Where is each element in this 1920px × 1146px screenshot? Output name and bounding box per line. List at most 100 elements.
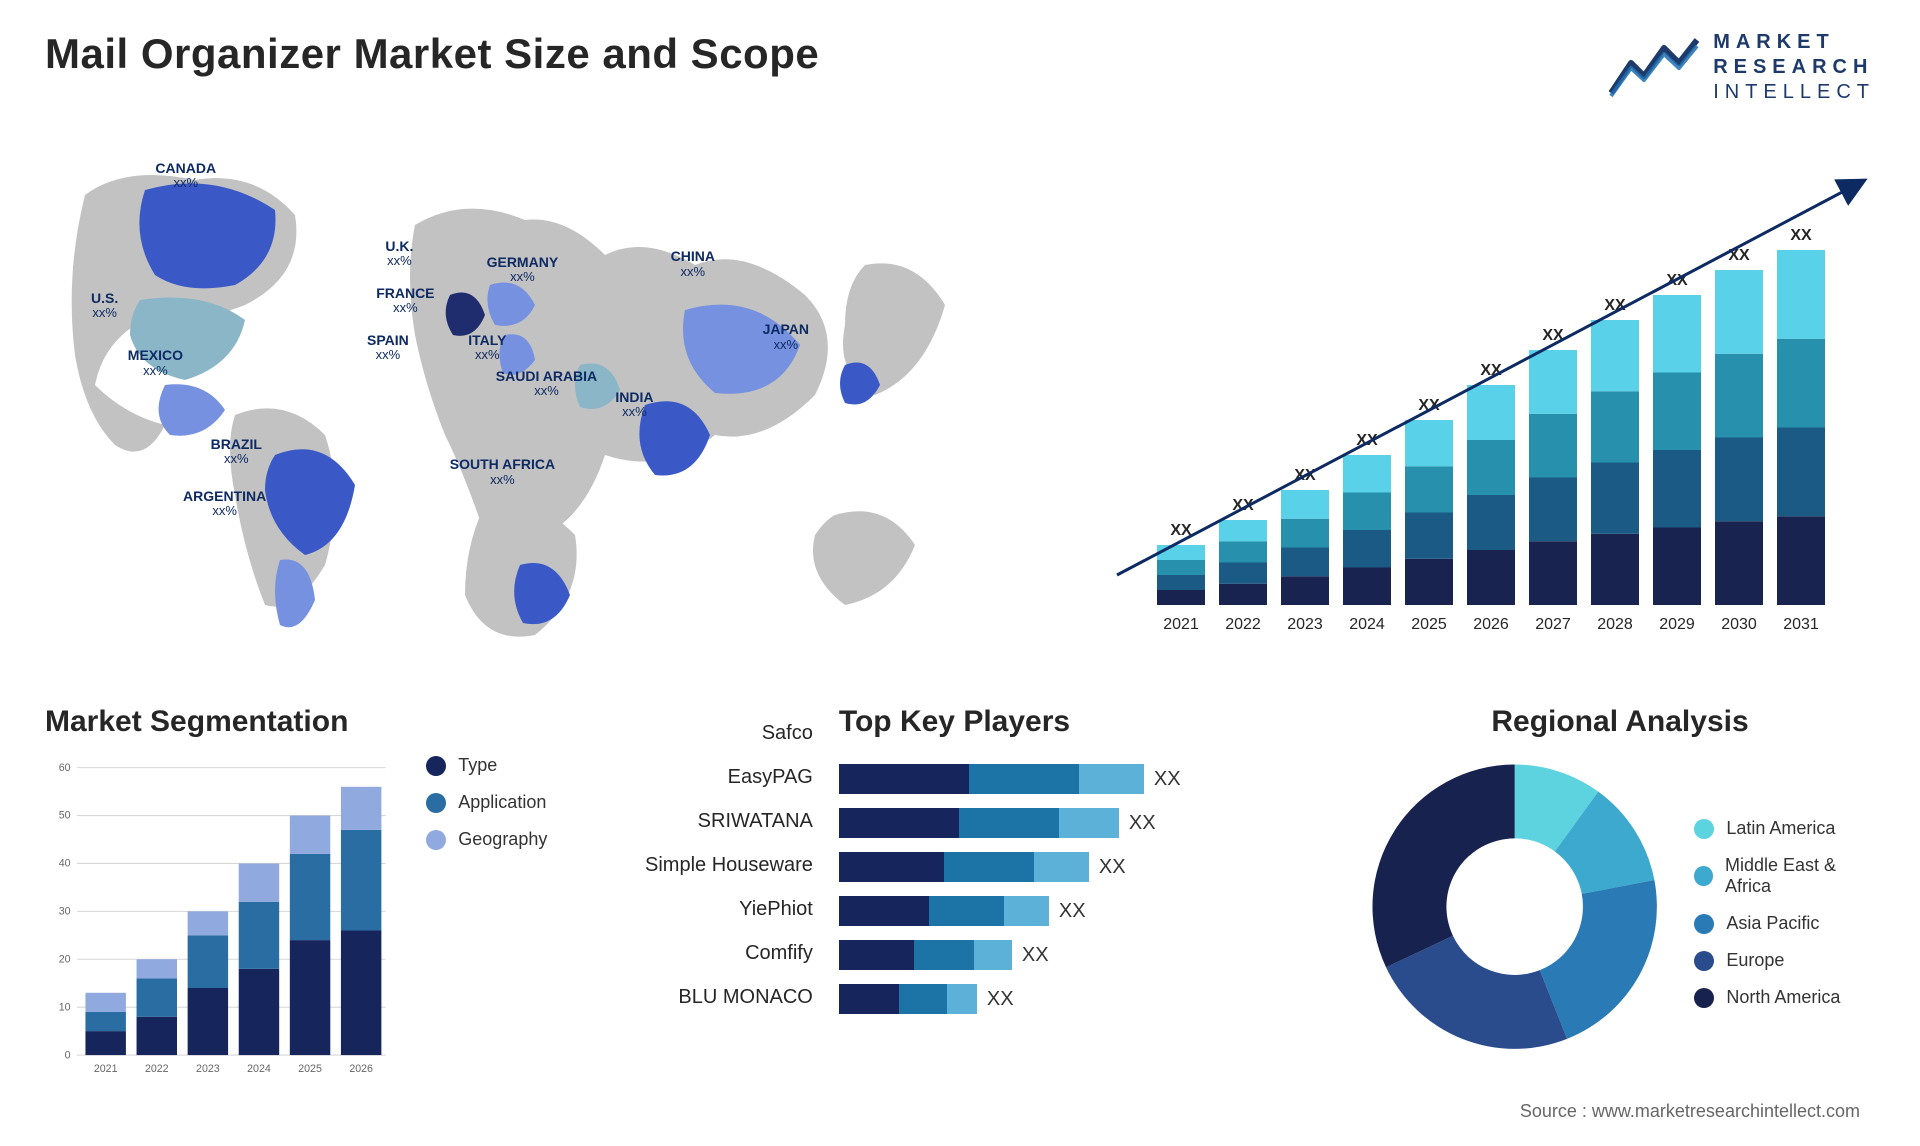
growth-bar-segment (1343, 568, 1391, 606)
seg-bar-segment (188, 911, 228, 935)
seg-bar-segment (341, 787, 381, 830)
legend-item: North America (1694, 987, 1875, 1008)
player-bar-segment (947, 984, 977, 1014)
seg-bar-segment (290, 816, 330, 854)
player-name: Safco (645, 711, 813, 755)
growth-bar-segment (1405, 466, 1453, 512)
player-value-label: XX (1154, 768, 1181, 791)
growth-bar-segment (1405, 559, 1453, 605)
player-name: BLU MONACO (645, 975, 813, 1019)
player-name: Simple Houseware (645, 843, 813, 887)
growth-year-label: 2030 (1721, 616, 1757, 633)
map-label: ITALYxx% (468, 333, 506, 363)
growth-bar-segment (1405, 420, 1453, 466)
seg-bar-segment (341, 830, 381, 931)
map-label: FRANCExx% (376, 286, 434, 316)
growth-year-label: 2031 (1783, 616, 1819, 633)
player-name: EasyPAG (645, 755, 813, 799)
seg-bar-segment (137, 1017, 177, 1055)
map-label: U.S.xx% (91, 291, 118, 321)
key-players-title: Top Key Players (839, 705, 1325, 739)
svg-text:20: 20 (59, 953, 71, 965)
growth-bar-segment (1157, 545, 1205, 560)
growth-bar-segment (1715, 521, 1763, 605)
player-bar-segment (959, 808, 1059, 838)
svg-text:2023: 2023 (196, 1063, 220, 1075)
svg-text:0: 0 (65, 1049, 71, 1061)
segmentation-title: Market Segmentation (45, 705, 396, 739)
growth-year-label: 2029 (1659, 616, 1695, 633)
map-label: SOUTH AFRICAxx% (450, 457, 555, 487)
seg-bar-segment (85, 1012, 125, 1031)
key-players-panel: SafcoEasyPAGSRIWATANASimple HousewareYie… (645, 705, 1325, 1092)
growth-bar-segment (1157, 560, 1205, 575)
growth-bar-segment (1777, 428, 1825, 517)
player-bar-segment (1079, 764, 1144, 794)
growth-bar-segment (1219, 541, 1267, 562)
growth-year-label: 2027 (1535, 616, 1571, 633)
world-map-panel: CANADAxx%U.S.xx%MEXICOxx%BRAZILxx%ARGENT… (45, 135, 965, 655)
growth-year-label: 2022 (1225, 616, 1261, 633)
legend-item: Application (426, 792, 547, 813)
growth-bar-segment (1467, 550, 1515, 605)
player-bar-segment (1004, 896, 1049, 926)
growth-bar-segment (1219, 584, 1267, 605)
map-label: CHINAxx% (671, 249, 715, 279)
seg-bar-segment (239, 969, 279, 1055)
growth-bar-segment (1653, 373, 1701, 451)
growth-bar-segment (1777, 339, 1825, 428)
player-name: YiePhiot (645, 887, 813, 931)
map-label: BRAZILxx% (211, 437, 262, 467)
player-bar-segment (944, 852, 1034, 882)
source-attribution: Source : www.marketresearchintellect.com (1520, 1101, 1860, 1122)
player-bar-row: XX (839, 801, 1325, 845)
seg-bar-segment (85, 1031, 125, 1055)
legend-item: Asia Pacific (1694, 913, 1875, 934)
player-bar-row: XX (839, 757, 1325, 801)
segmentation-panel: Market Segmentation 01020304050602021202… (45, 705, 605, 1092)
growth-year-label: 2021 (1163, 616, 1199, 633)
player-bar-row: XX (839, 933, 1325, 977)
map-label: CANADAxx% (155, 161, 216, 191)
player-bar-segment (839, 896, 929, 926)
map-label: GERMANYxx% (487, 255, 559, 285)
seg-bar-segment (239, 902, 279, 969)
seg-bar-segment (137, 978, 177, 1016)
player-name: SRIWATANA (645, 799, 813, 843)
growth-bar-segment (1591, 534, 1639, 605)
growth-bar-label: XX (1790, 227, 1812, 244)
logo-line3: INTELLECT (1713, 80, 1875, 105)
donut-slice (1372, 764, 1514, 967)
growth-year-label: 2026 (1473, 616, 1509, 633)
growth-bar-segment (1467, 495, 1515, 550)
svg-text:50: 50 (59, 810, 71, 822)
growth-bar-segment (1281, 576, 1329, 605)
growth-bar-segment (1405, 513, 1453, 559)
segmentation-chart: 0102030405060202120222023202420252026 (45, 757, 396, 1087)
seg-bar-segment (239, 863, 279, 901)
seg-bar-segment (188, 988, 228, 1055)
player-bar-segment (914, 940, 974, 970)
player-bar-row: XX (839, 845, 1325, 889)
growth-year-label: 2025 (1411, 616, 1447, 633)
legend-item: Geography (426, 829, 547, 850)
growth-bar-segment (1653, 450, 1701, 528)
svg-text:2025: 2025 (298, 1063, 322, 1075)
player-bar-segment (974, 940, 1012, 970)
growth-bar-segment (1343, 493, 1391, 531)
growth-bar-segment (1715, 270, 1763, 354)
seg-bar-segment (188, 935, 228, 988)
player-bar-segment (899, 984, 947, 1014)
player-bar-segment (839, 940, 914, 970)
growth-year-label: 2023 (1287, 616, 1323, 633)
growth-year-label: 2024 (1349, 616, 1385, 633)
growth-bar-segment (1219, 520, 1267, 541)
player-bar-segment (839, 984, 899, 1014)
player-bar (839, 852, 1089, 882)
svg-text:2026: 2026 (349, 1063, 373, 1075)
growth-bar-segment (1343, 530, 1391, 568)
svg-text:2022: 2022 (145, 1063, 169, 1075)
player-bar-row: XX (839, 889, 1325, 933)
logo-line1: MARKET (1713, 30, 1875, 55)
growth-bar-segment (1343, 455, 1391, 493)
